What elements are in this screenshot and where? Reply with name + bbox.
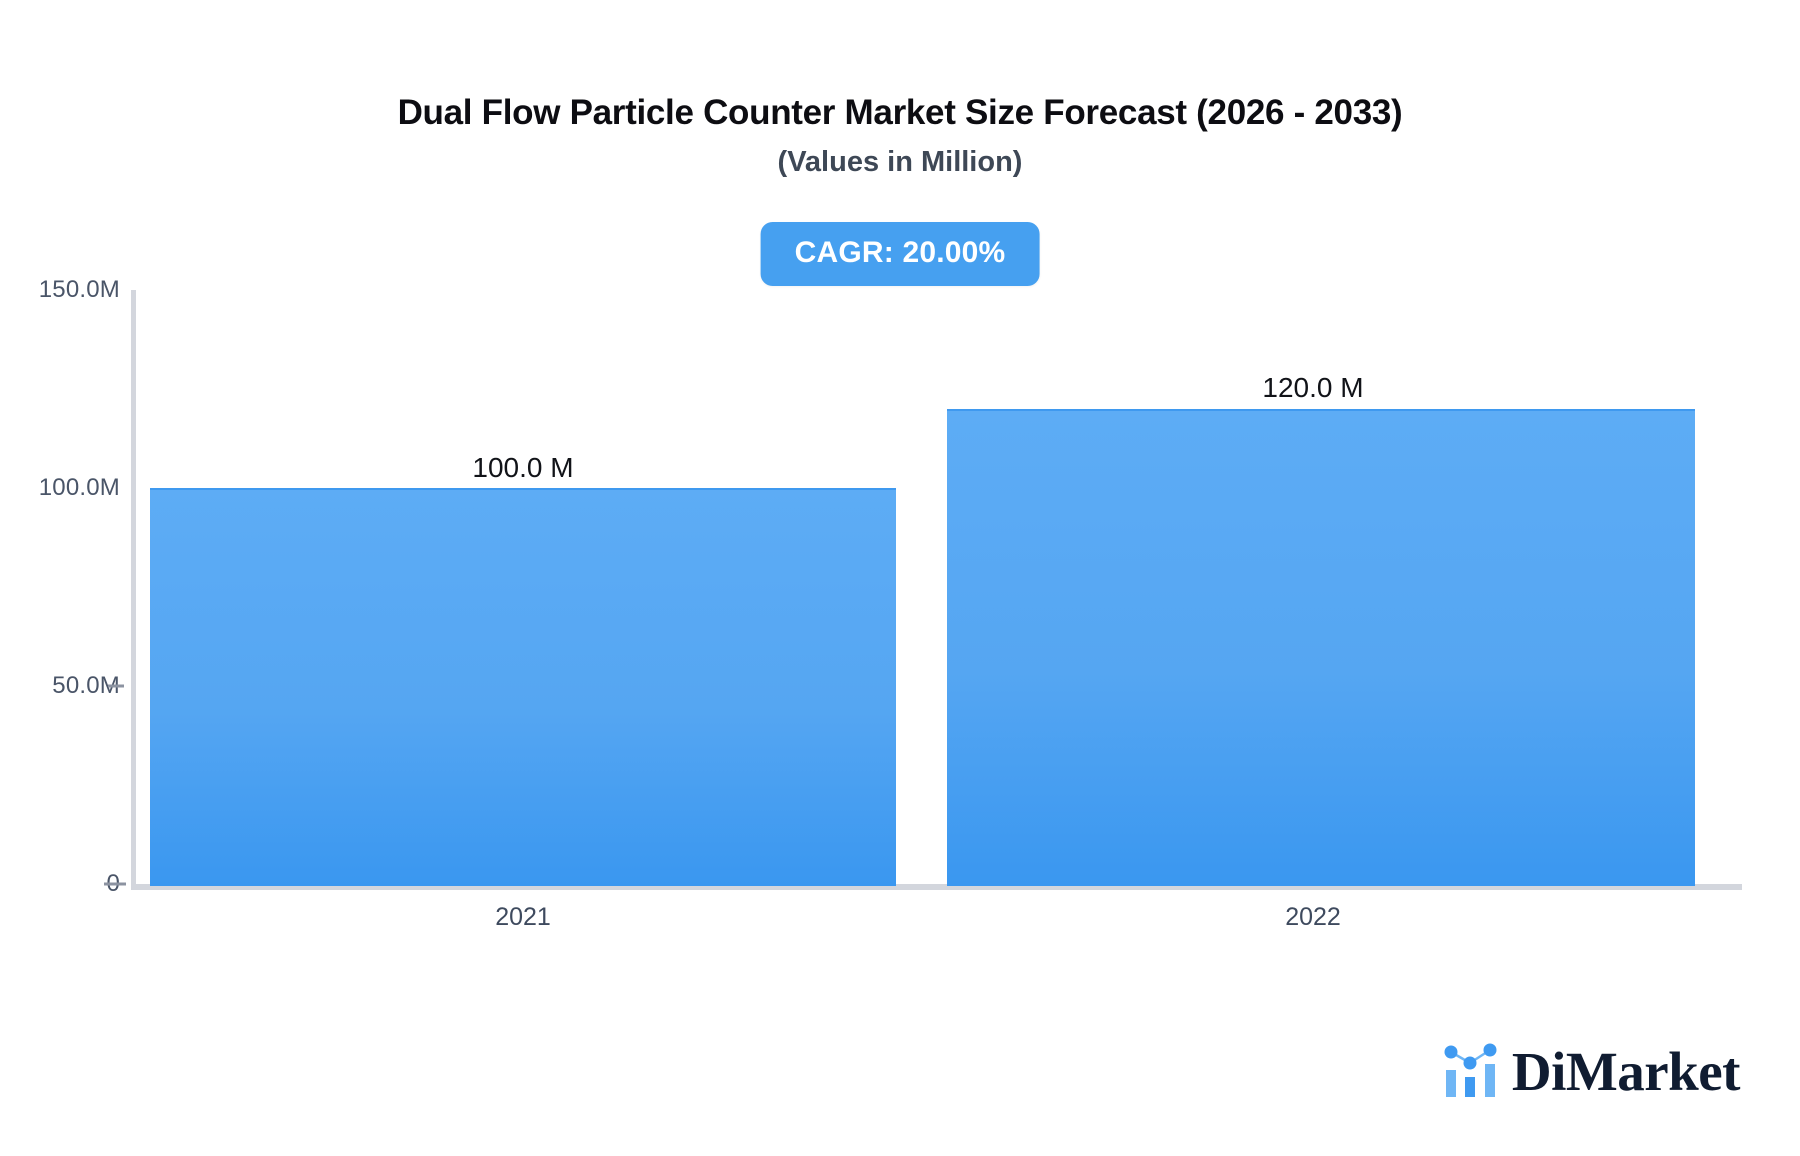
bar-2021 bbox=[150, 488, 896, 886]
y-axis-tick-mark-50 bbox=[108, 684, 124, 688]
bar-chart-trend-icon bbox=[1442, 1039, 1500, 1104]
y-axis-tick-label-50: 50.0M bbox=[52, 672, 120, 699]
cagr-badge: CAGR: 20.00% bbox=[760, 222, 1040, 286]
x-axis-line bbox=[131, 884, 1742, 890]
y-axis-tick-label-150: 150.0M bbox=[38, 276, 120, 303]
page-title: Dual Flow Particle Counter Market Size F… bbox=[397, 93, 1403, 132]
bar-value-label-2021: 100.0 M bbox=[472, 452, 574, 483]
y-axis-tick-label-100: 100.0M bbox=[38, 474, 120, 501]
bar-value-label-2022: 120.0 M bbox=[1262, 372, 1364, 403]
y-axis-line bbox=[131, 290, 136, 886]
y-axis-tick-label-0: 0 bbox=[0, 870, 120, 898]
bar-2022 bbox=[947, 409, 1695, 886]
x-axis-tick-label-2021: 2021 bbox=[495, 903, 551, 931]
logo-wordmark: DiMarket bbox=[1511, 1041, 1741, 1102]
chart-title-block: Dual Flow Particle Counter Market Size F… bbox=[0, 93, 1800, 178]
y-axis-tick-mark-0 bbox=[104, 882, 126, 886]
dimarket-logo: DiMarket bbox=[1442, 1039, 1741, 1104]
x-axis-tick-label-2022: 2022 bbox=[1285, 903, 1341, 931]
chart-subtitle: (Values in Million) bbox=[777, 145, 1023, 178]
